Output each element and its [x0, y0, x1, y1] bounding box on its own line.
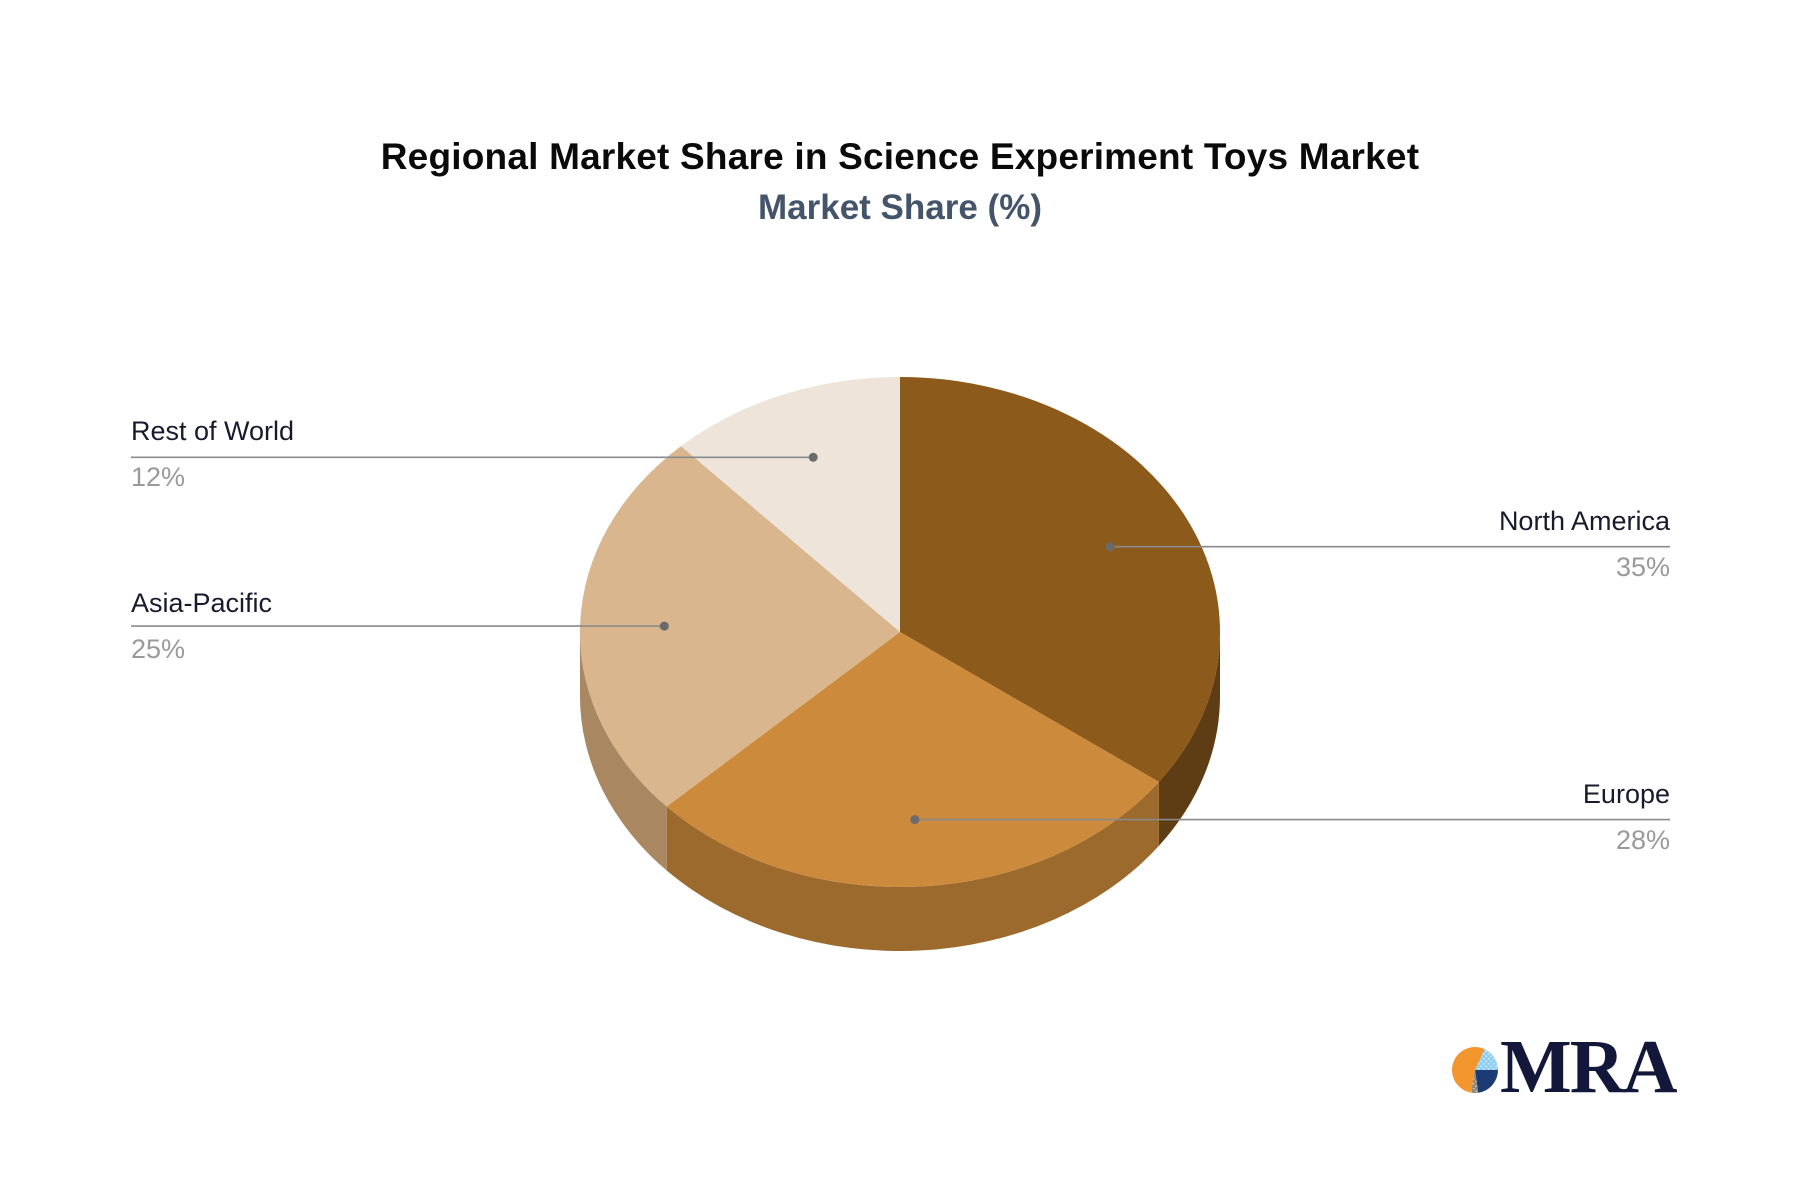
svg-text:MRA: MRA [1500, 1025, 1678, 1109]
